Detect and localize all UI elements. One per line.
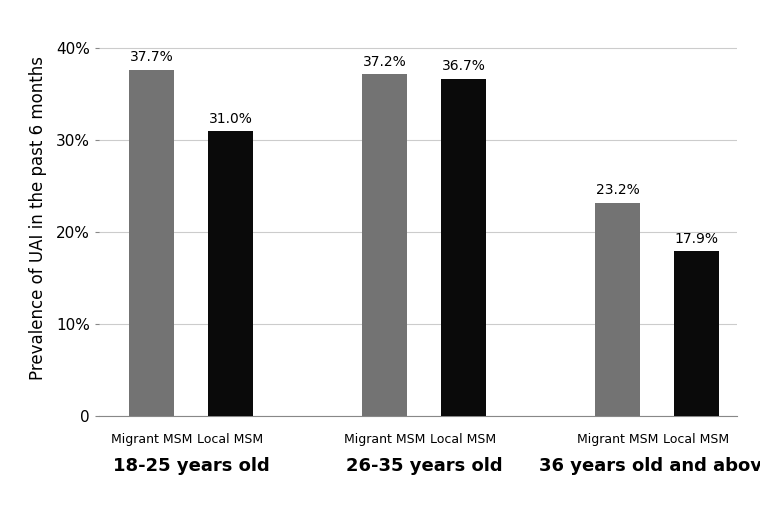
- Text: 26-35 years old: 26-35 years old: [346, 458, 502, 475]
- Text: 18-25 years old: 18-25 years old: [112, 458, 270, 475]
- Text: 23.2%: 23.2%: [596, 183, 640, 197]
- Bar: [362, 74, 407, 416]
- Bar: [129, 70, 175, 416]
- Text: Migrant MSM: Migrant MSM: [344, 433, 426, 446]
- Bar: [595, 203, 641, 416]
- Text: 17.9%: 17.9%: [674, 232, 718, 246]
- Text: 37.7%: 37.7%: [130, 50, 173, 64]
- Text: Local MSM: Local MSM: [430, 433, 496, 446]
- Text: 37.2%: 37.2%: [363, 55, 407, 69]
- Text: 36 years old and above: 36 years old and above: [540, 458, 760, 475]
- Text: Local MSM: Local MSM: [198, 433, 264, 446]
- Text: 31.0%: 31.0%: [208, 112, 252, 125]
- Text: Migrant MSM: Migrant MSM: [577, 433, 658, 446]
- Y-axis label: Prevalence of UAI in the past 6 months: Prevalence of UAI in the past 6 months: [30, 56, 47, 381]
- Bar: [207, 131, 253, 416]
- Bar: [673, 252, 719, 416]
- Bar: [441, 79, 486, 416]
- Text: 36.7%: 36.7%: [442, 59, 486, 73]
- Text: Local MSM: Local MSM: [663, 433, 730, 446]
- Text: Migrant MSM: Migrant MSM: [111, 433, 192, 446]
